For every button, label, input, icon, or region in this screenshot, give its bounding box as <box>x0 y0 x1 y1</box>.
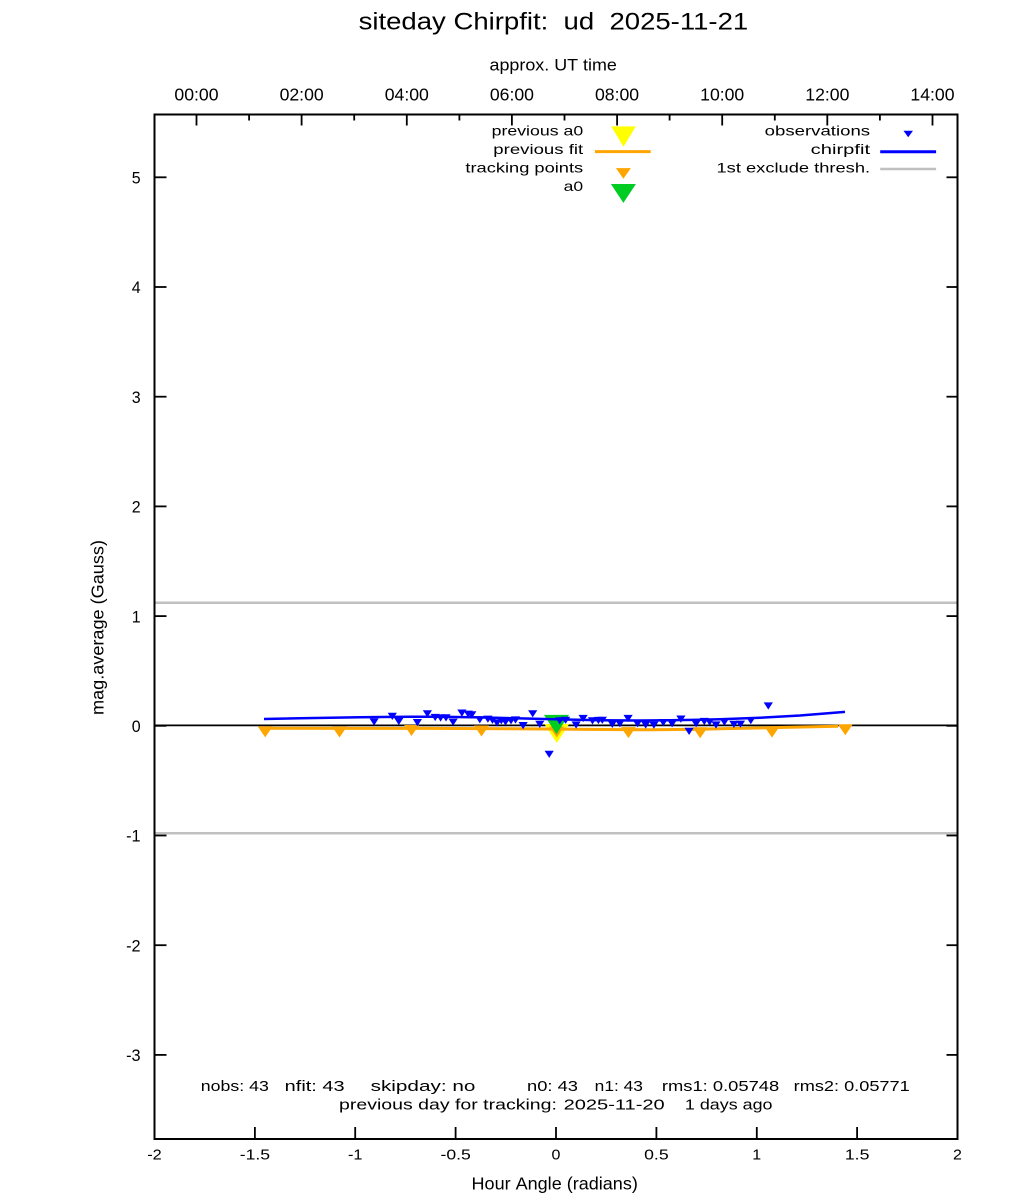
svg-text:-0.5: -0.5 <box>440 1147 470 1164</box>
svg-text:nobs: 43: nobs: 43 <box>201 1078 269 1095</box>
svg-text:2: 2 <box>132 498 141 517</box>
svg-text:approx. UT time: approx. UT time <box>490 56 617 75</box>
svg-text:a0: a0 <box>564 178 584 194</box>
svg-text:1 days ago: 1 days ago <box>685 1097 773 1114</box>
svg-text:12:00: 12:00 <box>805 84 849 104</box>
svg-text:nfit: 43: nfit: 43 <box>285 1078 345 1095</box>
svg-text:14:00: 14:00 <box>910 84 954 104</box>
svg-text:observations: observations <box>765 122 870 138</box>
svg-text:chirpfit: chirpfit <box>811 141 871 157</box>
svg-text:02:00: 02:00 <box>280 84 324 104</box>
svg-text:3: 3 <box>132 388 141 407</box>
svg-text:skipday: no: skipday: no <box>371 1078 476 1095</box>
svg-text:1st exclude thresh.: 1st exclude thresh. <box>717 159 871 175</box>
svg-text:tracking points: tracking points <box>465 159 583 175</box>
svg-text:0: 0 <box>552 1147 561 1164</box>
svg-text:n0: 43: n0: 43 <box>527 1078 578 1095</box>
svg-text:n1: 43: n1: 43 <box>595 1078 643 1095</box>
svg-text:10:00: 10:00 <box>700 84 744 104</box>
svg-text:08:00: 08:00 <box>595 84 639 104</box>
svg-text:-1: -1 <box>126 827 141 846</box>
svg-text:siteday Chirpfit: ud 2025-11: siteday Chirpfit: ud 2025-11-21 <box>359 10 749 36</box>
svg-text:04:00: 04:00 <box>385 84 429 104</box>
svg-text:2025-11-20: 2025-11-20 <box>564 1097 665 1114</box>
svg-text:-2: -2 <box>147 1147 162 1164</box>
svg-text:06:00: 06:00 <box>490 84 534 104</box>
svg-text:rms2: 0.05771: rms2: 0.05771 <box>794 1078 910 1095</box>
svg-text:Hour Angle (radians): Hour Angle (radians) <box>472 1174 638 1194</box>
svg-text:previous a0: previous a0 <box>492 122 584 138</box>
svg-text:4: 4 <box>132 278 141 297</box>
svg-text:0: 0 <box>132 717 141 736</box>
svg-text:-2: -2 <box>126 936 141 955</box>
svg-text:00:00: 00:00 <box>174 84 218 104</box>
svg-text:-1.5: -1.5 <box>240 1147 270 1164</box>
svg-text:-3: -3 <box>126 1046 141 1065</box>
svg-text:0.5: 0.5 <box>644 1147 669 1164</box>
svg-text:1: 1 <box>132 607 141 626</box>
svg-text:2: 2 <box>953 1147 962 1164</box>
svg-text:1.5: 1.5 <box>845 1147 870 1164</box>
svg-text:previous day for tracking:: previous day for tracking: <box>339 1097 557 1114</box>
svg-text:mag.average (Gauss): mag.average (Gauss) <box>87 540 107 715</box>
svg-text:1: 1 <box>752 1147 761 1164</box>
svg-text:-1: -1 <box>348 1147 363 1164</box>
svg-text:rms1: 0.05748: rms1: 0.05748 <box>662 1078 779 1095</box>
svg-text:previous fit: previous fit <box>493 141 583 157</box>
svg-text:5: 5 <box>132 169 141 188</box>
